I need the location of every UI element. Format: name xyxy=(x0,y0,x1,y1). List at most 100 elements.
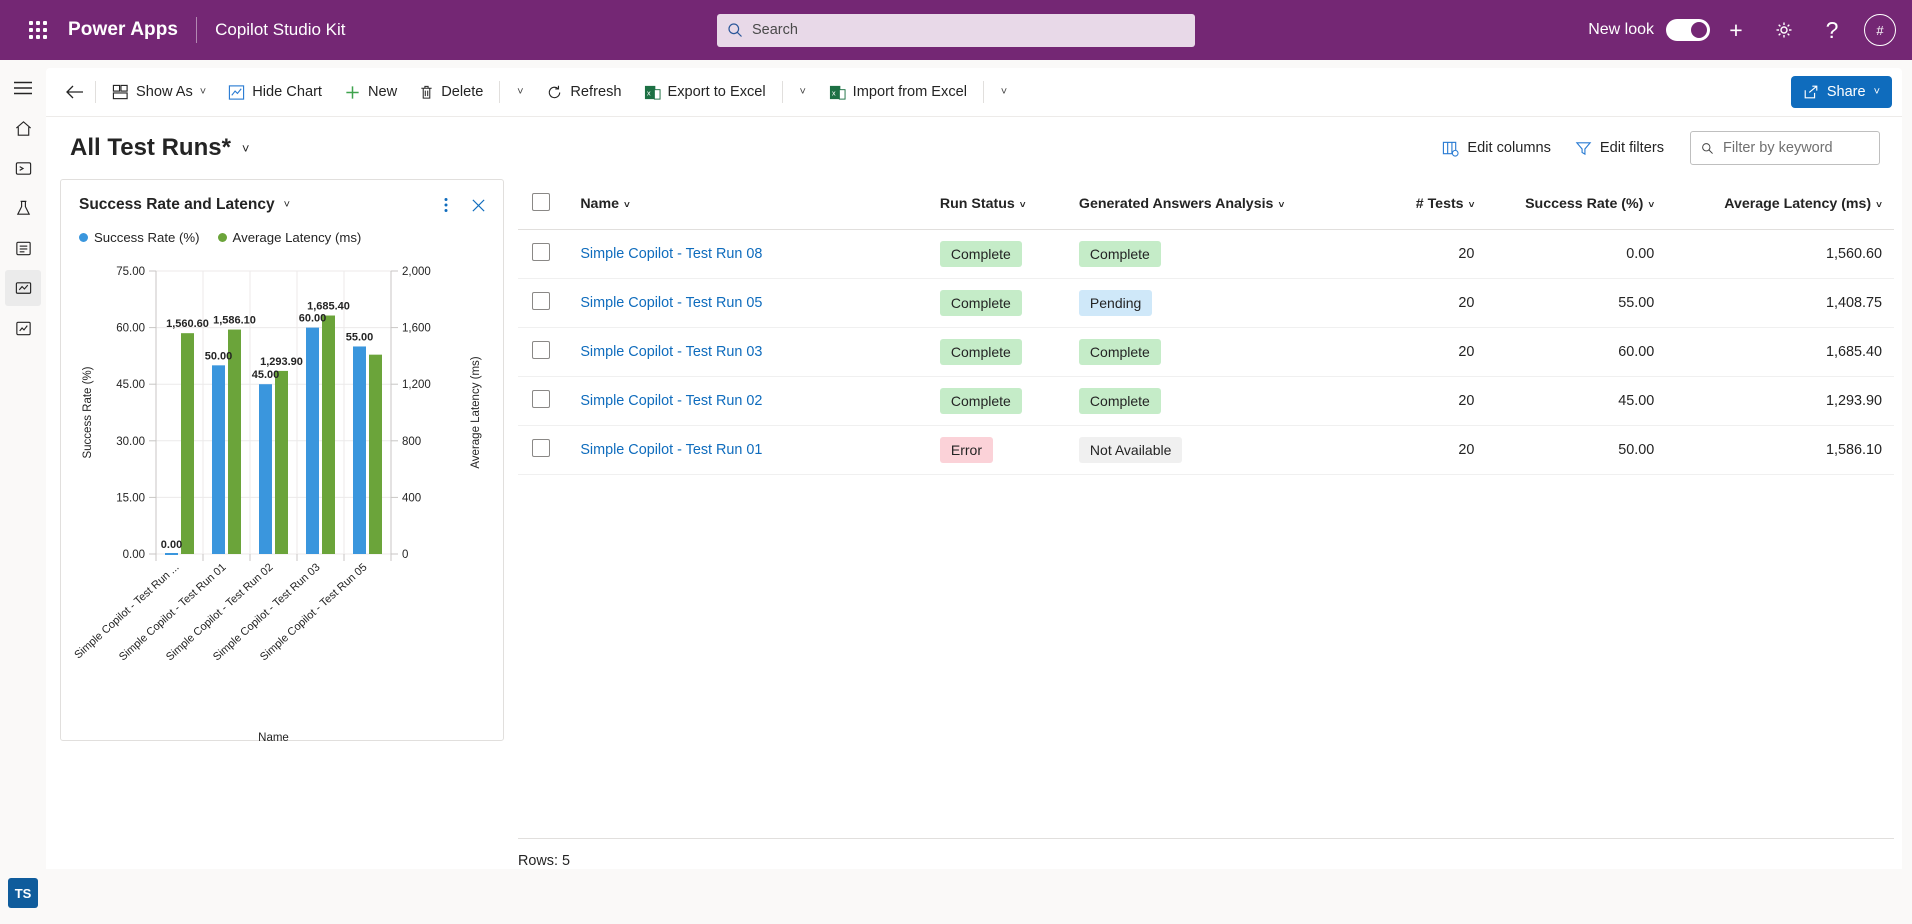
edit-filters-button[interactable]: Edit filters xyxy=(1565,131,1674,165)
bar-average-latency[interactable] xyxy=(181,333,194,554)
record-link[interactable]: Simple Copilot - Test Run 08 xyxy=(580,246,763,262)
row-select-cell[interactable] xyxy=(518,327,581,377)
view-selector-chevron-down-icon[interactable]: ˅ xyxy=(241,140,250,156)
table-row[interactable]: Simple Copilot - Test Run 05 Complete Pend… xyxy=(518,278,1894,328)
row-select-cell[interactable] xyxy=(518,425,581,475)
bar-success-rate[interactable] xyxy=(165,553,178,555)
delete-button[interactable]: Delete xyxy=(408,73,494,111)
overflow-caret-2[interactable]: ˅ xyxy=(799,86,806,98)
record-link[interactable]: Simple Copilot - Test Run 03 xyxy=(580,344,763,360)
search-input[interactable] xyxy=(752,22,1185,38)
overflow-caret-3[interactable]: ˅ xyxy=(1000,86,1008,98)
cell-name[interactable]: Simple Copilot - Test Run 01 xyxy=(580,425,940,475)
column-header-success-rate[interactable]: Success Rate (%) ˅ xyxy=(1486,179,1667,230)
bar-average-latency[interactable] xyxy=(369,354,382,554)
row-select-cell[interactable] xyxy=(518,376,581,426)
hide-chart-button[interactable]: Hide Chart xyxy=(217,73,333,111)
cell-analysis: Not Available xyxy=(1078,425,1379,475)
edit-columns-button[interactable]: Edit columns xyxy=(1432,131,1561,165)
back-arrow-icon[interactable] xyxy=(60,74,90,110)
row-checkbox[interactable] xyxy=(532,390,550,408)
filter-by-keyword[interactable] xyxy=(1690,131,1880,165)
hamburger-icon[interactable] xyxy=(5,70,41,106)
help-icon[interactable]: ? xyxy=(1825,16,1839,43)
add-button[interactable]: + xyxy=(1729,16,1743,43)
row-checkbox[interactable] xyxy=(532,439,550,457)
app-launcher-icon[interactable] xyxy=(16,8,60,52)
cell-name[interactable]: Simple Copilot - Test Run 05 xyxy=(580,278,940,328)
chart-icon xyxy=(229,84,245,100)
share-chevron-down-icon[interactable]: ˅ xyxy=(1873,86,1880,98)
cell-run-status: Complete xyxy=(939,278,1079,328)
bar-success-rate[interactable] xyxy=(259,384,272,554)
select-all-header[interactable] xyxy=(518,179,581,230)
column-label-success-rate: Success Rate (%) xyxy=(1525,196,1644,212)
cell-name[interactable]: Simple Copilot - Test Run 03 xyxy=(580,327,940,377)
column-header-name[interactable]: Name ˅ xyxy=(580,179,940,230)
avatar[interactable]: # xyxy=(1864,14,1896,46)
overflow-caret-1[interactable]: ˅ xyxy=(517,86,524,98)
table-row[interactable]: Simple Copilot - Test Run 08 Complete Comp… xyxy=(518,229,1894,279)
chevron-down-icon[interactable]: ˅ xyxy=(199,86,207,98)
row-checkbox[interactable] xyxy=(532,243,550,261)
chart-selector-chevron-down-icon[interactable]: ˅ xyxy=(283,199,290,211)
sidebar-item-apps[interactable] xyxy=(5,150,41,186)
close-icon[interactable] xyxy=(465,192,491,218)
row-checkbox[interactable] xyxy=(532,292,550,310)
column-header-average-latency[interactable]: Average Latency (ms) ˅ xyxy=(1666,179,1894,230)
bar-average-latency[interactable] xyxy=(228,329,241,554)
cell-name[interactable]: Simple Copilot - Test Run 02 xyxy=(580,376,940,426)
bar-success-rate[interactable] xyxy=(306,327,319,554)
cell-run-status: Error xyxy=(939,425,1079,475)
chart-plot-area: 0.00 15.00 30.00 45.00 60.00 75.00 0 400 800 1,20… xyxy=(61,249,503,754)
column-header-tests[interactable]: # Tests ˅ xyxy=(1378,179,1487,230)
column-header-generated-answers-analysis[interactable]: Generated Answers Analysis ˅ xyxy=(1078,179,1379,230)
table-row[interactable]: Simple Copilot - Test Run 02 Complete Comp… xyxy=(518,376,1894,426)
status-badge: Complete xyxy=(939,241,1022,267)
cell-name[interactable]: Simple Copilot - Test Run 08 xyxy=(580,229,940,279)
bar-average-latency[interactable] xyxy=(322,315,335,554)
chart-svg[interactable]: 0.00 15.00 30.00 45.00 60.00 75.00 0 400 800 1,20… xyxy=(61,249,503,754)
row-select-cell[interactable] xyxy=(518,229,581,279)
new-button[interactable]: New xyxy=(333,73,408,111)
record-link[interactable]: Simple Copilot - Test Run 01 xyxy=(580,442,763,458)
sidebar-item-test-sets[interactable] xyxy=(5,230,41,266)
share-button[interactable]: Share ˅ xyxy=(1790,76,1892,108)
more-vertical-icon[interactable] xyxy=(433,192,459,218)
bar-success-rate[interactable] xyxy=(353,346,366,554)
filter-input[interactable] xyxy=(1723,140,1869,156)
sidebar-item-test-runs[interactable] xyxy=(5,270,41,306)
refresh-button[interactable]: Refresh xyxy=(535,73,632,111)
filter-icon xyxy=(1575,141,1592,155)
select-all-checkbox[interactable] xyxy=(532,193,550,211)
export-to-excel-button[interactable]: x Export to Excel xyxy=(633,73,777,111)
cell-success-rate: 60.00 xyxy=(1486,327,1667,377)
global-search[interactable] xyxy=(717,13,1195,47)
import-from-excel-button[interactable]: x Import from Excel xyxy=(818,73,978,111)
bar-average-latency[interactable] xyxy=(275,370,288,554)
sidebar-item-test-cases[interactable] xyxy=(5,190,41,226)
bar-success-rate[interactable] xyxy=(212,365,225,554)
table-row[interactable]: Simple Copilot - Test Run 01 Error Not Ava… xyxy=(518,425,1894,475)
row-select-cell[interactable] xyxy=(518,278,581,328)
workspace-badge[interactable]: TS xyxy=(8,878,38,908)
legend-item-average-latency[interactable]: Average Latency (ms) xyxy=(217,230,361,245)
page-title[interactable]: All Test Runs* xyxy=(70,134,231,161)
column-header-run-status[interactable]: Run Status ˅ xyxy=(939,179,1079,230)
sidebar-item-reports[interactable] xyxy=(5,310,41,346)
show-as-button[interactable]: Show As ˅ xyxy=(101,73,217,111)
y-axis-tick-label: 15.00 xyxy=(116,492,145,504)
record-link[interactable]: Simple Copilot - Test Run 05 xyxy=(580,295,763,311)
brand-power-apps[interactable]: Power Apps xyxy=(68,19,179,40)
table-row[interactable]: Simple Copilot - Test Run 03 Complete Comp… xyxy=(518,327,1894,377)
row-checkbox[interactable] xyxy=(532,341,550,359)
legend-item-success-rate[interactable]: Success Rate (%) xyxy=(79,230,200,245)
import-label: Import from Excel xyxy=(852,84,967,100)
cell-run-status: Complete xyxy=(939,327,1079,377)
sidebar-item-home[interactable] xyxy=(5,110,41,146)
app-name[interactable]: Copilot Studio Kit xyxy=(215,20,346,39)
record-link[interactable]: Simple Copilot - Test Run 02 xyxy=(580,393,763,409)
search-icon-2 xyxy=(1702,142,1713,154)
gear-icon[interactable] xyxy=(1762,8,1806,52)
new-look-toggle[interactable] xyxy=(1666,19,1710,41)
